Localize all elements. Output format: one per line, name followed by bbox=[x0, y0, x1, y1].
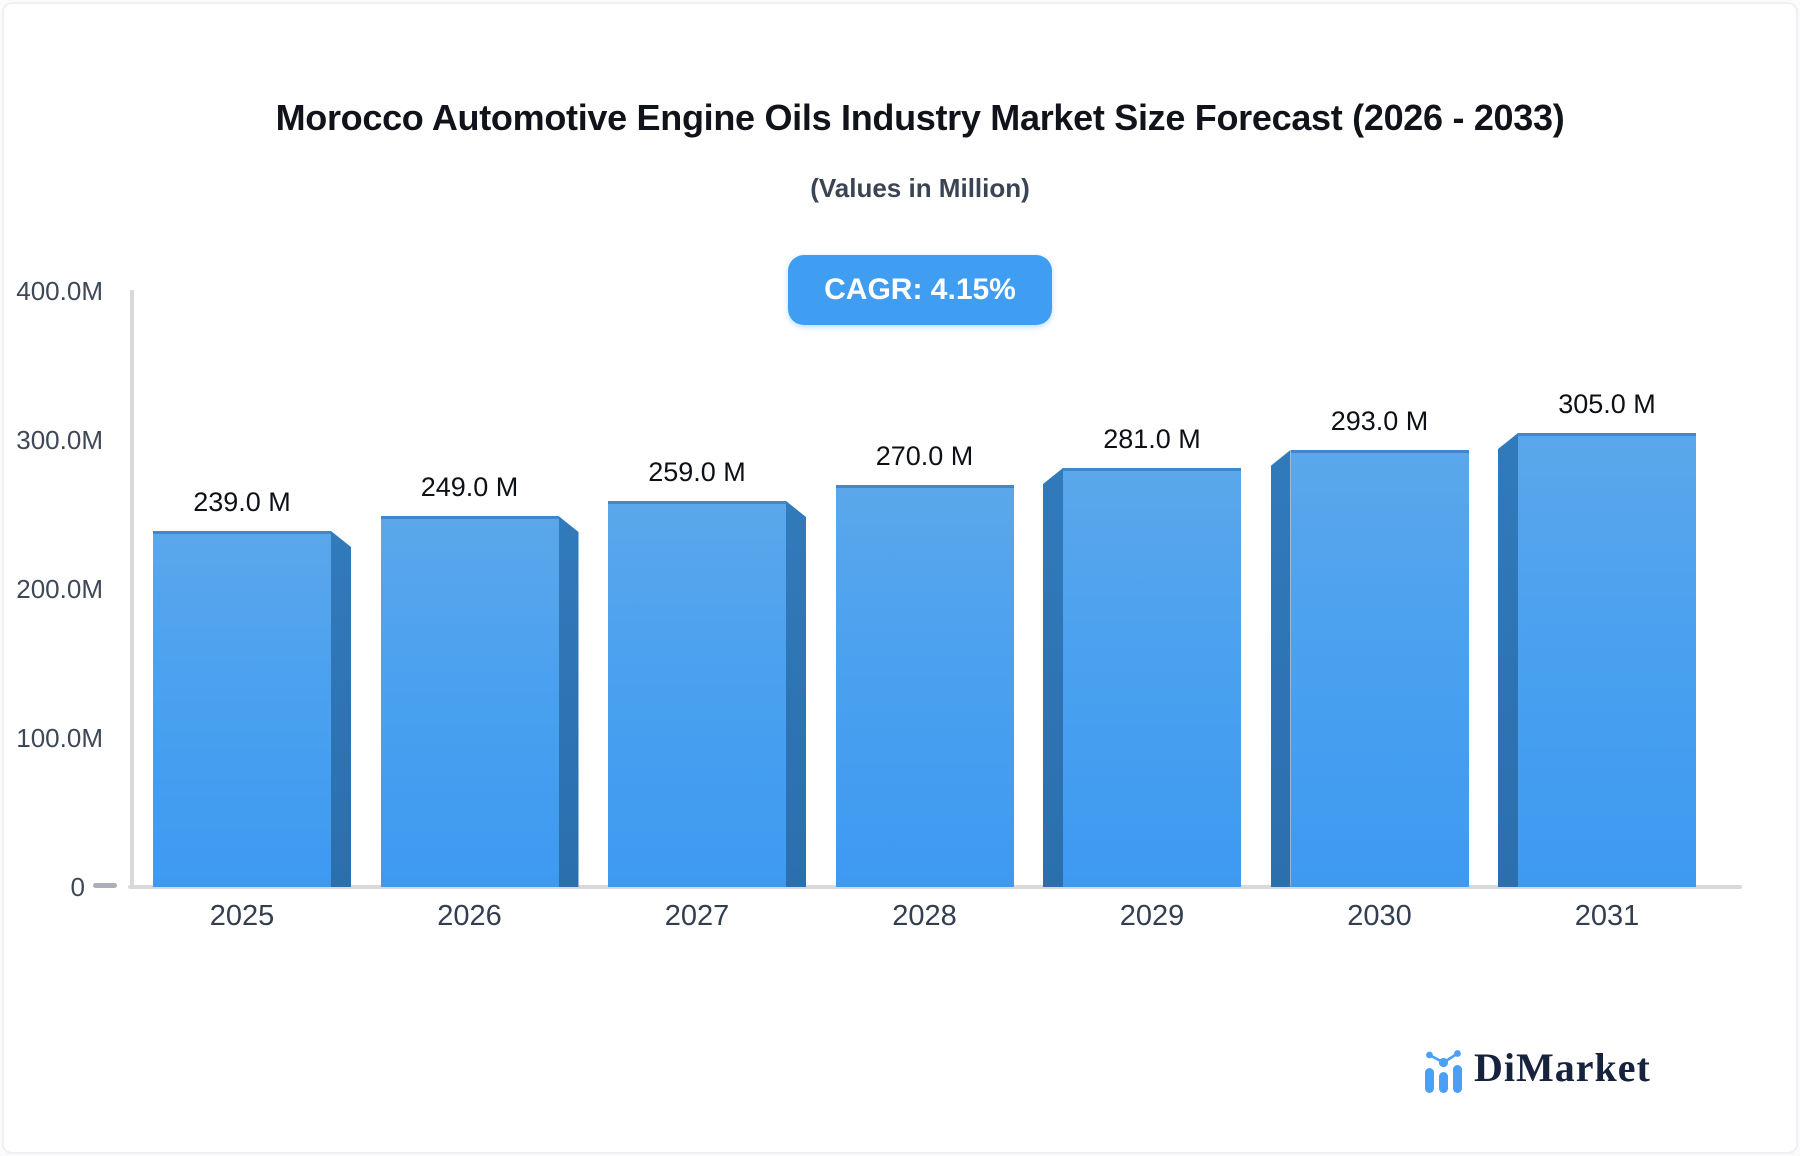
bar-2029 bbox=[1043, 468, 1241, 887]
y-axis-tick-label: 200.0M bbox=[16, 574, 103, 604]
x-axis-tick-label: 2025 bbox=[209, 900, 275, 932]
x-axis-tick-label: 2029 bbox=[1119, 900, 1185, 932]
cagr-badge: CAGR: 4.15% bbox=[788, 255, 1052, 325]
x-axis-tick-label: 2031 bbox=[1574, 900, 1640, 932]
bar-face bbox=[380, 516, 559, 887]
bar-value-label: 293.0 M bbox=[1330, 406, 1429, 436]
bar-2027 bbox=[608, 501, 806, 887]
zero-tick-mark bbox=[93, 883, 117, 888]
bar-value-label: 249.0 M bbox=[420, 472, 519, 502]
chart-subtitle: (Values in Million) bbox=[810, 173, 1030, 203]
bar-value-label: 305.0 M bbox=[1558, 389, 1656, 419]
bar-3d-side bbox=[786, 501, 806, 887]
bar-face bbox=[153, 531, 331, 887]
bar-3d-side bbox=[331, 531, 351, 887]
bar-face bbox=[1063, 468, 1241, 887]
bar-line-chart-icon bbox=[1425, 1050, 1462, 1093]
bar-3d-side bbox=[1043, 468, 1063, 887]
bar-face bbox=[835, 485, 1014, 887]
bar-face bbox=[608, 501, 786, 887]
bar-2028 bbox=[835, 485, 1014, 887]
bar-3d-side bbox=[1498, 433, 1518, 887]
cagr-badge-row: CAGR: 4.15% bbox=[40, 255, 1800, 325]
chart-title: Morocco Automotive Engine Oils Industry … bbox=[275, 97, 1565, 138]
x-axis-tick-label: 2028 bbox=[892, 900, 957, 932]
bar-face bbox=[1518, 433, 1696, 887]
y-axis-tick-label: 100.0M bbox=[16, 723, 103, 753]
x-axis-tick-label: 2030 bbox=[1347, 900, 1412, 932]
bar-2031 bbox=[1498, 433, 1696, 887]
bar-2025 bbox=[153, 531, 351, 887]
logo-text: DiMarket bbox=[1474, 1045, 1651, 1090]
y-axis-line bbox=[130, 290, 134, 887]
x-axis-tick-label: 2027 bbox=[664, 900, 730, 932]
bar-value-label: 281.0 M bbox=[1103, 424, 1201, 454]
x-axis-baseline bbox=[128, 885, 1742, 889]
bar-face bbox=[1290, 450, 1469, 887]
y-axis-tick-label: 400.0M bbox=[16, 276, 103, 306]
bar-2026 bbox=[380, 516, 579, 887]
bar-value-label: 270.0 M bbox=[875, 441, 974, 471]
bar-value-label: 239.0 M bbox=[193, 487, 291, 517]
bar-3d-side bbox=[558, 516, 579, 887]
y-axis-tick-label: 0 bbox=[70, 872, 85, 902]
bar-2030 bbox=[1270, 450, 1469, 887]
bar-value-label: 259.0 M bbox=[648, 457, 746, 487]
bar-3d-side bbox=[1270, 450, 1291, 887]
x-axis-tick-label: 2026 bbox=[437, 900, 502, 932]
y-axis-tick-label: 300.0M bbox=[16, 425, 103, 455]
